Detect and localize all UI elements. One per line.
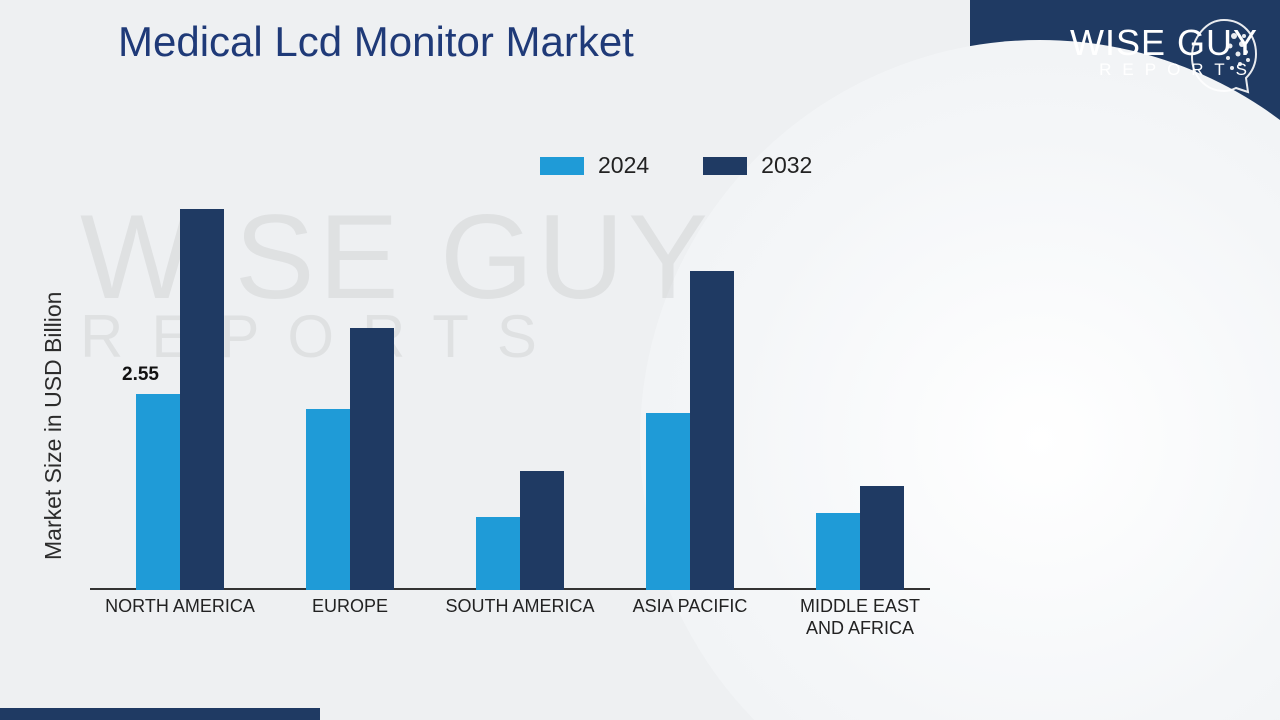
value-label: 2.55	[122, 364, 159, 386]
chart-title: Medical Lcd Monitor Market	[118, 18, 634, 66]
chart-canvas: WISE GUY REPORTS Medical Lcd Monitor Mar…	[0, 0, 1280, 720]
category-label: NORTH AMERICA	[100, 596, 260, 618]
bar-group: SOUTH AMERICA	[460, 471, 580, 590]
chart-plot-area: NORTH AMERICA2.55 EUROPE SOUTH AMERICA ASIA…	[90, 190, 930, 590]
bar-2024	[136, 394, 180, 590]
category-label: MIDDLE EAST AND AFRICA	[780, 596, 940, 639]
bar-2024	[306, 409, 350, 590]
bar-group: NORTH AMERICA2.55	[120, 209, 240, 590]
legend-swatch-2032	[703, 157, 747, 175]
bar-2032	[860, 486, 904, 590]
bar-2032	[520, 471, 564, 590]
legend-item-2024: 2024	[540, 152, 649, 179]
bar-group: EUROPE	[290, 328, 410, 590]
bar-group: MIDDLE EAST AND AFRICA	[800, 486, 920, 590]
legend: 2024 2032	[540, 152, 812, 179]
legend-label-2032: 2032	[761, 152, 812, 179]
bar-2032	[350, 328, 394, 590]
category-label: ASIA PACIFIC	[610, 596, 770, 618]
bar-2032	[690, 271, 734, 590]
y-axis-label: Market Size in USD Billion	[40, 292, 67, 560]
bar-2024	[476, 517, 520, 590]
bar-2024	[646, 413, 690, 590]
bar-group: ASIA PACIFIC	[630, 271, 750, 590]
bar-2024	[816, 513, 860, 590]
bar-groups: NORTH AMERICA2.55 EUROPE SOUTH AMERICA ASIA…	[90, 190, 930, 590]
category-label: EUROPE	[270, 596, 430, 618]
category-label: SOUTH AMERICA	[440, 596, 600, 618]
head-icon	[1184, 16, 1264, 106]
bottom-accent-bar	[0, 708, 320, 720]
brand-logo: WISE GUY REPORTS	[1070, 22, 1258, 80]
legend-label-2024: 2024	[598, 152, 649, 179]
legend-swatch-2024	[540, 157, 584, 175]
legend-item-2032: 2032	[703, 152, 812, 179]
bar-2032	[180, 209, 224, 590]
